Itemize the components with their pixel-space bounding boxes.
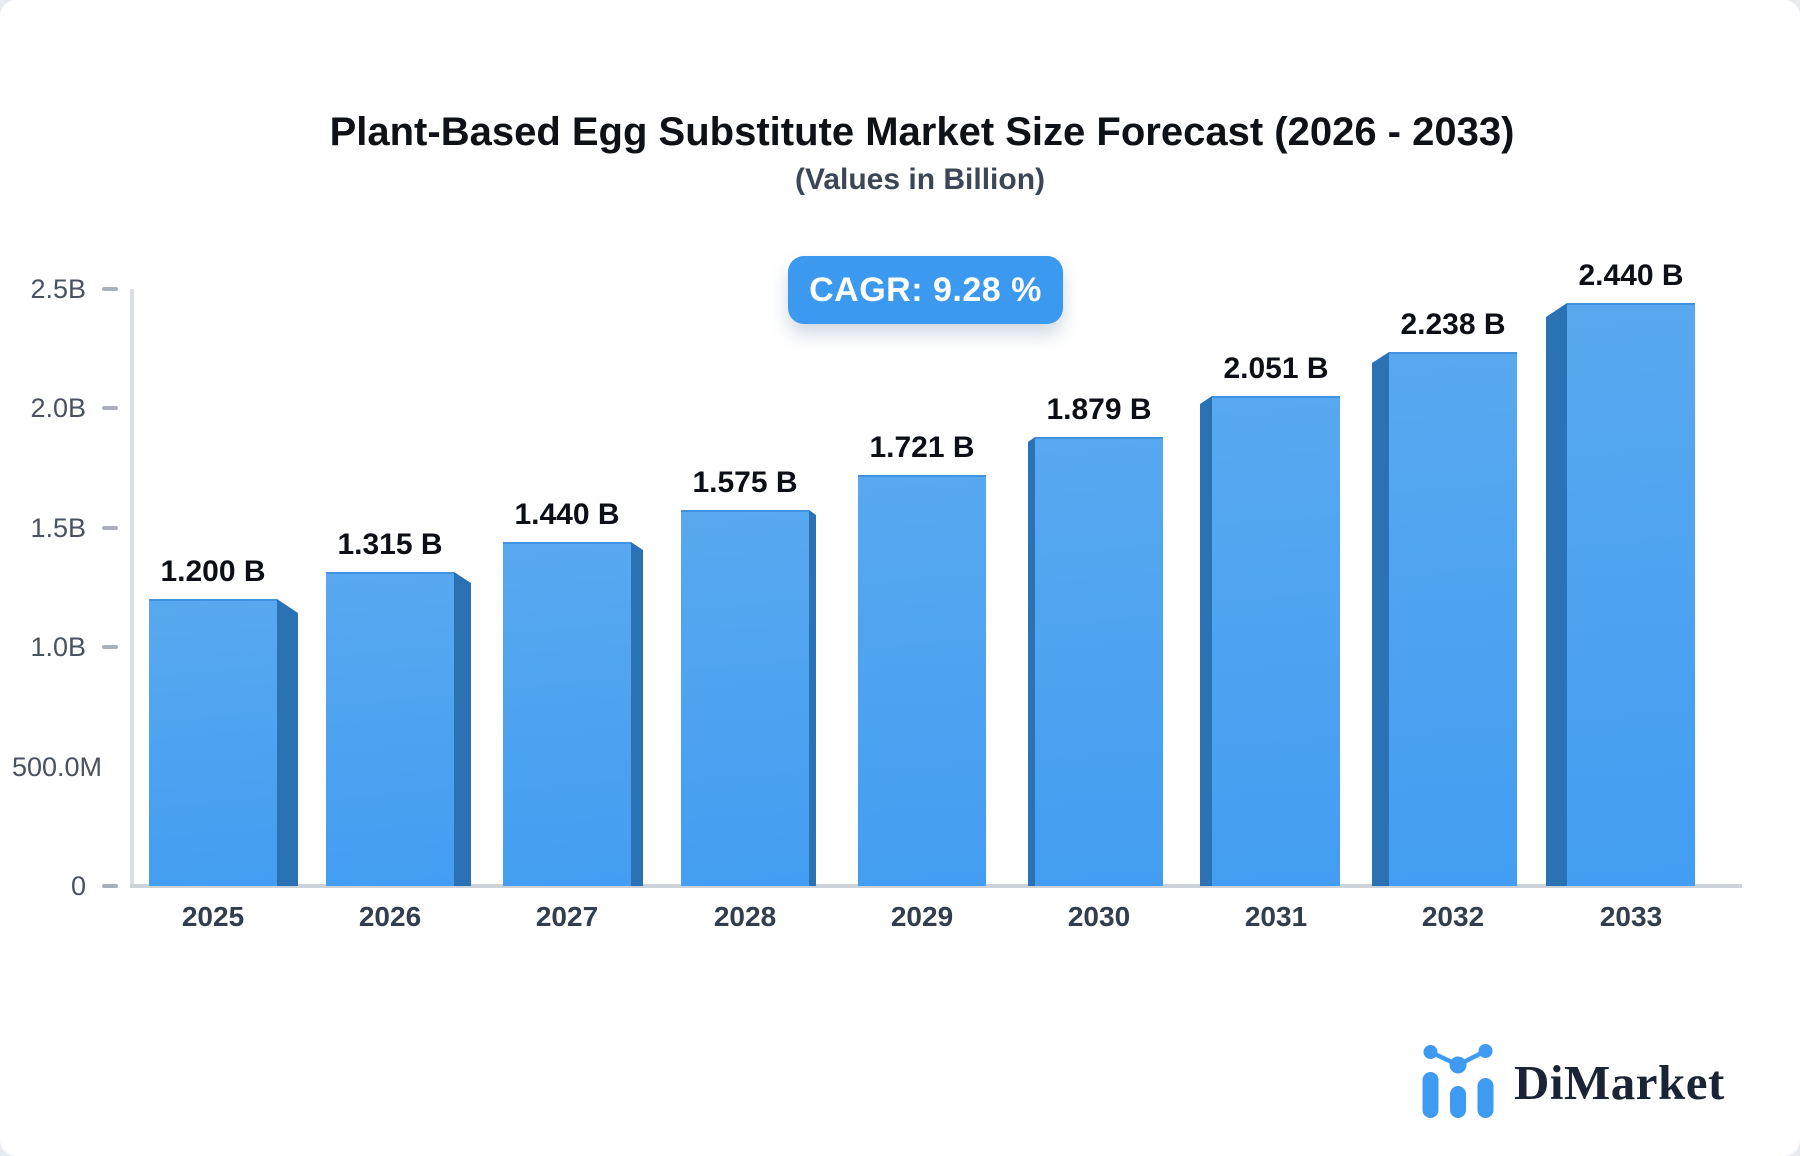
bar-2030[interactable] xyxy=(1035,437,1163,886)
y-axis-tick xyxy=(102,645,118,650)
bar-2026[interactable] xyxy=(326,572,454,886)
bar-2029[interactable] xyxy=(858,475,986,886)
bar-side-2025 xyxy=(277,599,298,886)
x-axis-label: 2028 xyxy=(713,901,777,932)
bar-2031[interactable] xyxy=(1212,396,1340,886)
bar-side-2032 xyxy=(1372,352,1389,886)
x-axis-label: 2025 xyxy=(181,901,245,932)
bar-2032[interactable] xyxy=(1389,352,1517,886)
bar-2028[interactable] xyxy=(681,510,809,886)
x-axis-line xyxy=(130,884,1742,888)
y-axis-label: 1.5B xyxy=(30,512,86,543)
y-axis-tick xyxy=(102,287,118,291)
y-axis-tick xyxy=(102,884,118,888)
y-axis-line xyxy=(130,289,134,888)
bar-side-2027 xyxy=(631,542,643,886)
mini-bar-line-chart-icon xyxy=(1422,1044,1494,1118)
x-axis-label: 2031 xyxy=(1244,901,1308,932)
y-axis-label: 500.0M xyxy=(11,751,102,782)
bar-value-label: 2.051 B xyxy=(1223,352,1329,385)
bar-side-2031 xyxy=(1200,396,1212,886)
y-axis-tick xyxy=(102,406,118,411)
x-axis-label: 2033 xyxy=(1599,901,1663,932)
bar-value-label: 2.440 B xyxy=(1578,259,1684,292)
bar-value-label: 1.440 B xyxy=(514,498,620,531)
x-axis-label: 2030 xyxy=(1067,901,1131,932)
x-axis-label: 2027 xyxy=(535,901,599,932)
bar-value-label: 1.575 B xyxy=(692,466,798,499)
bar-side-2033 xyxy=(1546,303,1567,886)
bar-value-label: 1.200 B xyxy=(160,555,266,588)
cagr-badge-label: CAGR: 9.28 % xyxy=(809,270,1042,309)
brand-logo: DiMarket xyxy=(1421,1044,1725,1122)
y-axis-tick xyxy=(102,525,118,530)
bar-2027[interactable] xyxy=(503,542,631,886)
y-axis-label: 0 xyxy=(70,871,86,901)
y-axis-label: 2.5B xyxy=(30,274,86,304)
y-axis-label: 2.0B xyxy=(30,393,86,424)
bar-side-2028 xyxy=(809,510,816,886)
bar-value-label: 1.315 B xyxy=(337,528,443,561)
chart-title: Plant-Based Egg Substitute Market Size F… xyxy=(329,110,1515,154)
x-axis-label: 2032 xyxy=(1421,901,1485,932)
chart-subtitle: (Values in Billion) xyxy=(794,163,1046,196)
x-axis-label: 2026 xyxy=(358,901,422,932)
bar-value-label: 2.238 B xyxy=(1400,308,1506,341)
bar-2033[interactable] xyxy=(1567,303,1695,886)
bar-2025[interactable] xyxy=(149,599,277,886)
bar-side-2026 xyxy=(454,572,471,886)
y-axis-label: 1.0B xyxy=(30,632,86,663)
bar-value-label: 1.721 B xyxy=(869,431,975,464)
x-axis-label: 2029 xyxy=(890,901,954,932)
bar-value-label: 1.879 B xyxy=(1046,393,1152,426)
cagr-badge: CAGR: 9.28 % xyxy=(788,256,1063,324)
bar-side-2030 xyxy=(1028,437,1035,886)
brand-logo-text: DiMarket xyxy=(1514,1055,1725,1110)
